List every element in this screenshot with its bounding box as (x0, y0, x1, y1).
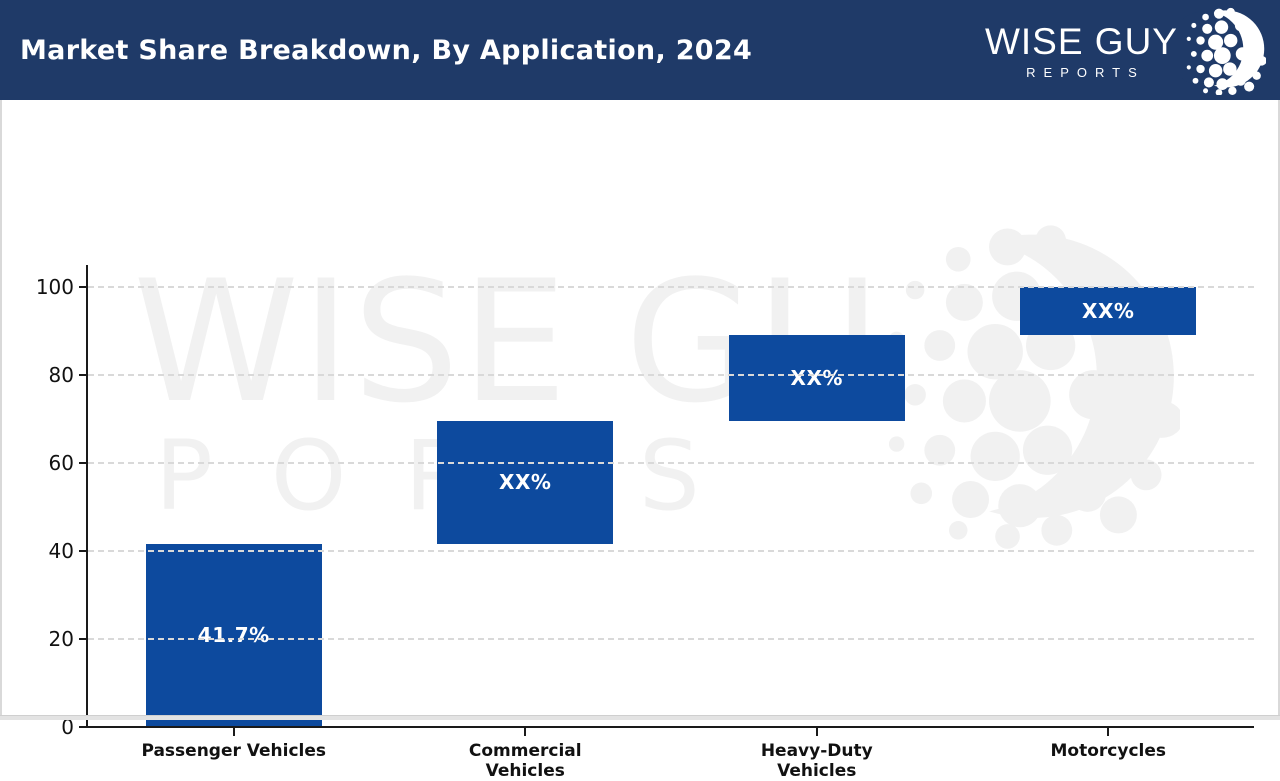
x-axis (86, 726, 1254, 728)
y-tick-mark (79, 286, 88, 288)
x-tick-mark (815, 728, 818, 736)
bar-value-label: 41.7% (197, 623, 270, 648)
y-tick-mark (79, 374, 88, 376)
y-tick-label: 100 (35, 275, 74, 299)
page-title: Market Share Breakdown, By Application, … (20, 34, 753, 66)
gridline (88, 550, 1254, 552)
y-tick-label: 20 (48, 627, 74, 651)
y-tick-mark (79, 462, 88, 464)
gridline (88, 286, 1254, 288)
bar: XX% (728, 334, 905, 422)
logo-wordmark: WISE GUY (984, 21, 1178, 62)
bar: XX% (1020, 287, 1197, 335)
bar: XX% (437, 421, 614, 544)
x-category-label: Passenger Vehicles (141, 741, 327, 761)
x-category-label: Motorcycles (1050, 741, 1167, 761)
x-tick-mark (232, 728, 235, 736)
logo-text: WISE GUY REPORTS (984, 21, 1178, 81)
bar-value-label: XX% (1082, 298, 1135, 323)
x-category-label: Commercial Vehicles (468, 741, 582, 781)
x-tick-mark (1107, 728, 1110, 736)
y-axis (86, 265, 88, 728)
y-tick-mark (79, 638, 88, 640)
gridline (88, 462, 1254, 464)
y-tick-mark (79, 726, 88, 728)
y-tick-label: 60 (48, 451, 74, 475)
y-tick-mark (79, 550, 88, 552)
gridline (88, 374, 1254, 376)
chart-plot-area: 0 20 40 60 80 100 41.7% Passenger Vehicles XX% Co… (0, 100, 1280, 781)
dotted-face-profile-icon (1182, 7, 1266, 95)
y-tick-label: 80 (48, 363, 74, 387)
bar-value-label: XX% (499, 470, 552, 495)
bottom-border-strip (0, 715, 1280, 720)
wise-guy-reports-logo: WISE GUY REPORTS (985, 7, 1266, 95)
gridline (88, 638, 1254, 640)
bar-value-label: XX% (790, 366, 843, 391)
x-tick-mark (524, 728, 527, 736)
header: Market Share Breakdown, By Application, … (0, 0, 1280, 100)
x-category-label: Heavy-Duty Vehicles (760, 741, 873, 781)
logo-subtitle: REPORTS (1026, 65, 1145, 80)
y-tick-label: 40 (48, 539, 74, 563)
bar: 41.7% (145, 543, 322, 727)
